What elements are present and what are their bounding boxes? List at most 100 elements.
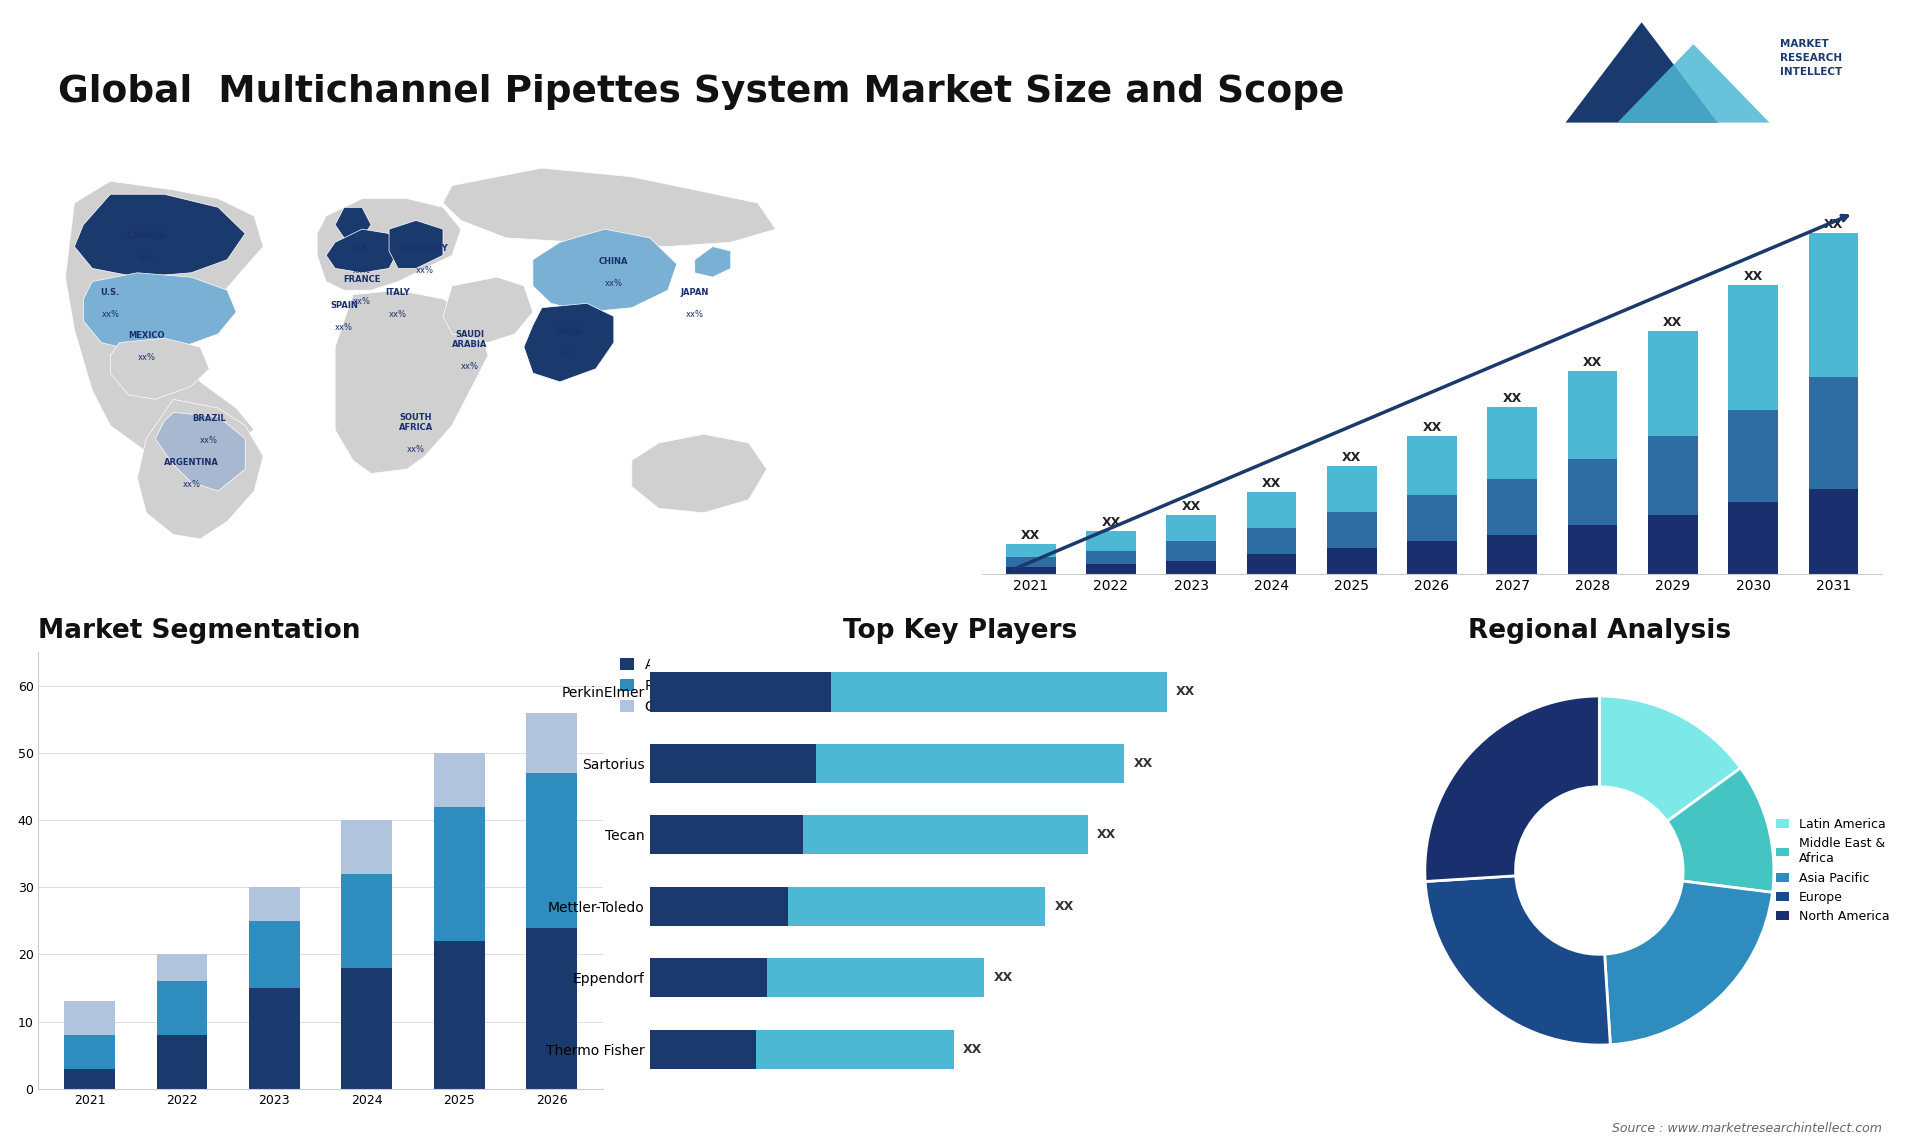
Text: XX: XX bbox=[964, 1043, 983, 1055]
Text: Global  Multichannel Pipettes System Market Size and Scope: Global Multichannel Pipettes System Mark… bbox=[58, 74, 1344, 110]
Bar bbox=[63, 1002, 115, 1035]
Bar bbox=[1647, 515, 1697, 574]
Bar bbox=[1327, 511, 1377, 548]
Text: XX: XX bbox=[1181, 500, 1200, 513]
Text: SAUDI
ARABIA: SAUDI ARABIA bbox=[453, 330, 488, 350]
Bar bbox=[649, 887, 787, 926]
Text: XX: XX bbox=[1021, 529, 1041, 542]
Text: xx%: xx% bbox=[407, 445, 424, 454]
Bar bbox=[1809, 377, 1859, 488]
Bar bbox=[157, 981, 207, 1035]
Text: XX: XX bbox=[1054, 900, 1073, 912]
Text: U.K.: U.K. bbox=[351, 244, 372, 253]
Text: CHINA: CHINA bbox=[599, 257, 628, 266]
Bar bbox=[649, 815, 803, 855]
Bar bbox=[649, 958, 985, 997]
Polygon shape bbox=[326, 229, 397, 273]
Text: xx%: xx% bbox=[417, 266, 434, 275]
Polygon shape bbox=[632, 434, 766, 512]
Text: BRAZIL: BRAZIL bbox=[192, 415, 227, 423]
Bar bbox=[63, 1068, 115, 1089]
Polygon shape bbox=[336, 207, 371, 238]
Text: SOUTH
AFRICA: SOUTH AFRICA bbox=[399, 413, 434, 432]
Text: ITALY: ITALY bbox=[386, 288, 411, 297]
Bar bbox=[1407, 541, 1457, 574]
Bar bbox=[250, 988, 300, 1089]
Bar bbox=[1006, 557, 1056, 567]
Text: xx%: xx% bbox=[336, 323, 353, 332]
Bar bbox=[342, 821, 392, 874]
Bar bbox=[1569, 370, 1617, 460]
Polygon shape bbox=[138, 399, 263, 539]
Bar bbox=[1569, 460, 1617, 525]
Text: xx%: xx% bbox=[561, 350, 578, 359]
Polygon shape bbox=[695, 246, 732, 277]
Text: MEXICO: MEXICO bbox=[129, 331, 165, 340]
Text: XX: XX bbox=[1663, 316, 1682, 329]
Text: Market Segmentation: Market Segmentation bbox=[38, 619, 361, 644]
Bar bbox=[649, 744, 1125, 783]
Text: xx%: xx% bbox=[390, 309, 407, 319]
Bar bbox=[63, 1035, 115, 1068]
Text: XX: XX bbox=[1133, 756, 1152, 770]
Bar bbox=[649, 887, 1044, 926]
Polygon shape bbox=[444, 277, 534, 343]
Text: xx%: xx% bbox=[200, 437, 219, 446]
Text: xx%: xx% bbox=[138, 353, 156, 362]
Polygon shape bbox=[65, 181, 263, 461]
Title: Top Key Players: Top Key Players bbox=[843, 619, 1077, 644]
Polygon shape bbox=[524, 304, 614, 382]
Polygon shape bbox=[83, 273, 236, 352]
Bar bbox=[1488, 407, 1538, 479]
Polygon shape bbox=[534, 229, 676, 312]
Text: xx%: xx% bbox=[353, 297, 371, 306]
Bar bbox=[1006, 567, 1056, 574]
Text: XX: XX bbox=[1582, 355, 1601, 369]
Text: XX: XX bbox=[1261, 477, 1281, 490]
Bar bbox=[1327, 548, 1377, 574]
Text: xx%: xx% bbox=[353, 266, 371, 275]
Bar bbox=[649, 1029, 756, 1069]
Text: Source : www.marketresearchintellect.com: Source : www.marketresearchintellect.com bbox=[1611, 1122, 1882, 1135]
Polygon shape bbox=[317, 198, 461, 290]
Bar bbox=[1006, 544, 1056, 557]
Bar bbox=[1246, 555, 1296, 574]
Text: FRANCE: FRANCE bbox=[344, 275, 380, 284]
Bar bbox=[1407, 437, 1457, 495]
Bar bbox=[1488, 534, 1538, 574]
Bar bbox=[1246, 492, 1296, 528]
Bar bbox=[250, 887, 300, 921]
Polygon shape bbox=[336, 290, 488, 473]
Legend: Latin America, Middle East &
Africa, Asia Pacific, Europe, North America: Latin America, Middle East & Africa, Asi… bbox=[1772, 813, 1895, 928]
Text: SPAIN: SPAIN bbox=[330, 301, 357, 309]
Polygon shape bbox=[1565, 22, 1718, 123]
Bar bbox=[649, 673, 1167, 712]
Bar bbox=[1087, 532, 1137, 551]
Wedge shape bbox=[1605, 881, 1772, 1045]
Text: ARGENTINA: ARGENTINA bbox=[163, 458, 219, 466]
Bar bbox=[1407, 495, 1457, 541]
Wedge shape bbox=[1425, 696, 1599, 881]
Bar bbox=[1165, 560, 1215, 574]
Text: XX: XX bbox=[1096, 829, 1116, 841]
Bar bbox=[1488, 479, 1538, 534]
Bar bbox=[1246, 528, 1296, 555]
Bar bbox=[157, 955, 207, 981]
Polygon shape bbox=[444, 168, 776, 246]
Text: xx%: xx% bbox=[461, 362, 478, 371]
Polygon shape bbox=[1617, 45, 1770, 123]
Text: GERMANY: GERMANY bbox=[401, 244, 449, 253]
Text: INDIA: INDIA bbox=[555, 327, 582, 336]
Bar bbox=[1647, 437, 1697, 515]
Text: XX: XX bbox=[993, 972, 1012, 984]
Bar bbox=[526, 774, 578, 927]
Polygon shape bbox=[390, 220, 444, 268]
Text: MARKET
RESEARCH
INTELLECT: MARKET RESEARCH INTELLECT bbox=[1780, 39, 1841, 77]
Bar bbox=[526, 713, 578, 774]
Bar bbox=[649, 958, 766, 997]
Text: U.S.: U.S. bbox=[100, 288, 119, 297]
Text: xx%: xx% bbox=[182, 480, 200, 489]
Text: CANADA: CANADA bbox=[127, 231, 167, 240]
Polygon shape bbox=[156, 413, 246, 490]
Text: xx%: xx% bbox=[685, 309, 705, 319]
